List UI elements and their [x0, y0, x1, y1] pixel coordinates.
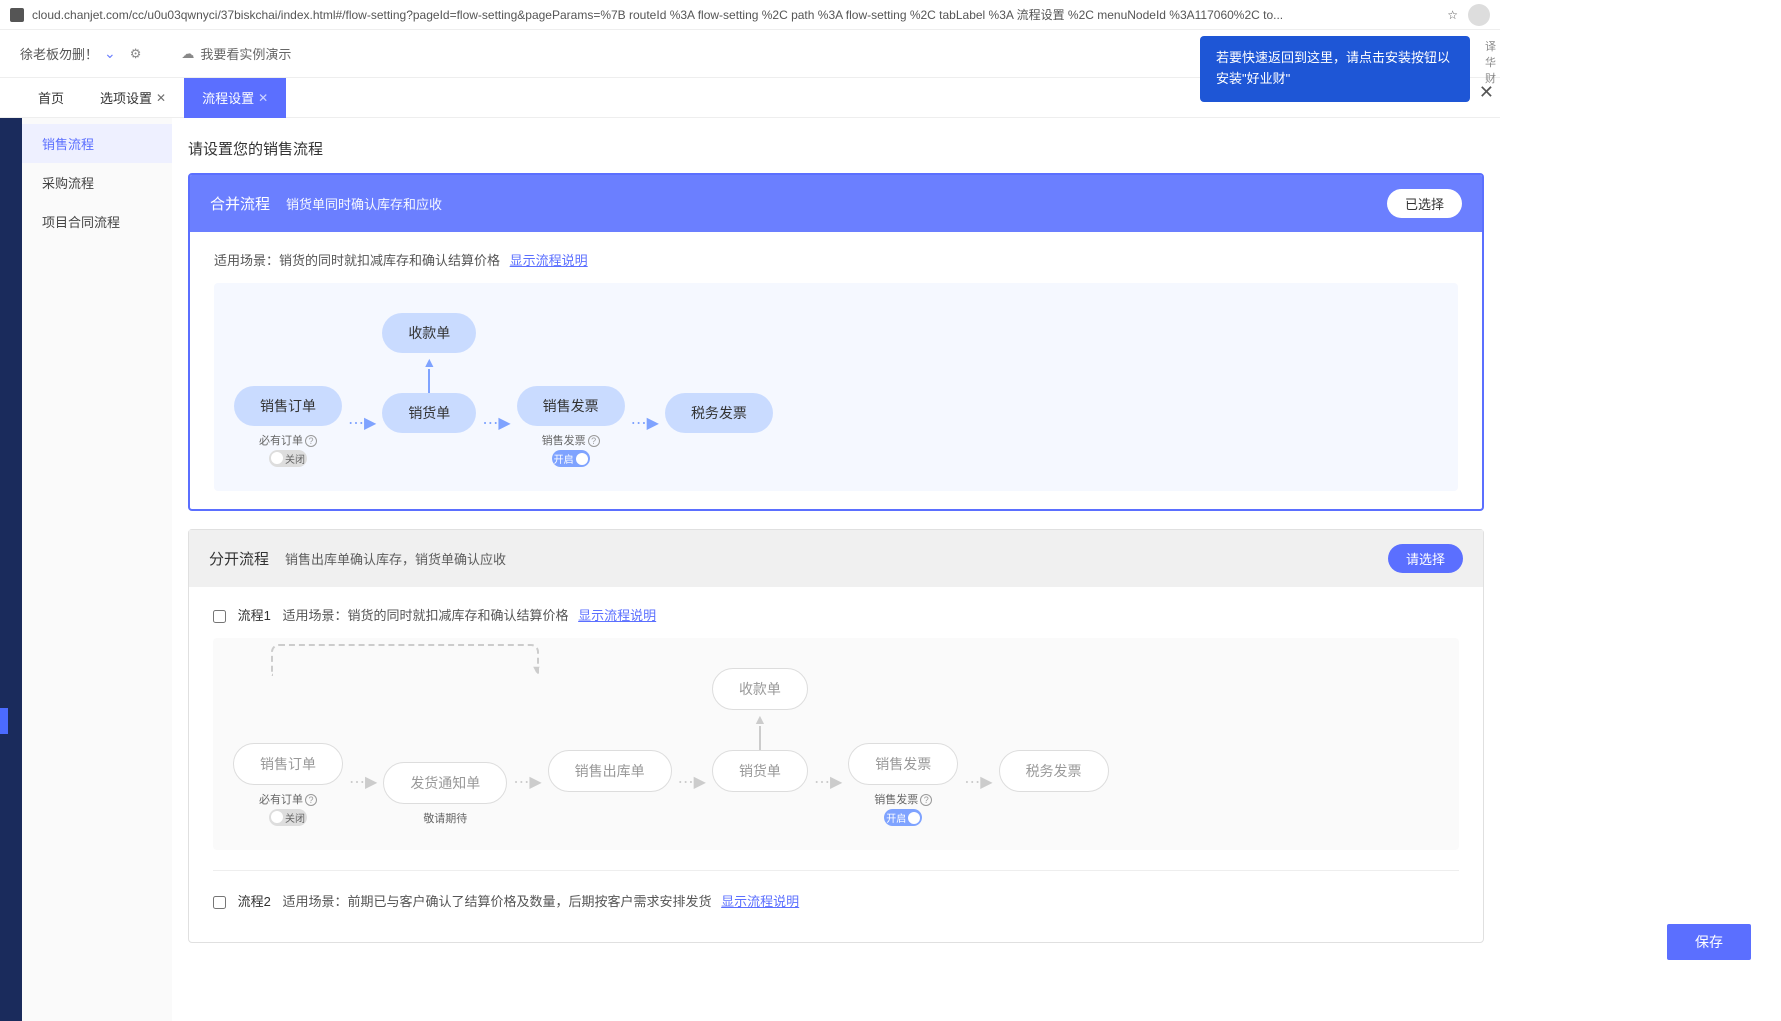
node-receipt: 收款单 [382, 313, 476, 353]
nav-indicator [0, 708, 8, 734]
page-title: 请设置您的销售流程 [188, 138, 1484, 159]
dashed-skip-path [271, 644, 539, 676]
tooltip-text: 若要快速返回到这里，请点击安装按钮以安装"好业财" [1216, 50, 1450, 86]
flow1-checkbox[interactable] [213, 610, 226, 623]
scenario-body: 前期已与客户确认了结算价格及数量，后期按客户需求安排发货 [348, 894, 712, 909]
node-outbound: 销售出库单 [548, 750, 672, 792]
sidebar: 销售流程 采购流程 项目合同流程 [22, 118, 172, 1021]
sidebar-item-sales[interactable]: 销售流程 [22, 124, 172, 163]
card-subtitle: 销货单同时确认库存和应收 [286, 194, 442, 213]
truncated-text: 译华财 [1485, 38, 1496, 86]
arrow-up-icon: ▲ [422, 355, 436, 393]
card-header: 分开流程 销售出库单确认库存，销货单确认应收 请选择 [189, 530, 1483, 587]
show-flow-desc-link[interactable]: 显示流程说明 [721, 894, 799, 909]
flow1-diagram: ▼ 销售订单必有订单?关闭 ⋯▶ 发货通知单敬请期待 ⋯▶ 销售出库单 ⋯▶ 收… [213, 638, 1459, 850]
scenario-text: 适用场景：销货的同时就扣减库存和确认结算价格 显示流程说明 [214, 250, 1458, 269]
main-content: 请设置您的销售流程 合并流程 销货单同时确认库存和应收 已选择 适用场景：销货的… [172, 118, 1500, 1021]
flow-diagram: 销售订单 必有订单?关闭 ⋯▶ 收款单 ▲ 销货单 ⋯▶ [214, 283, 1458, 491]
close-icon[interactable]: ✕ [258, 91, 268, 105]
node-footnote: 敬请期待 [423, 810, 467, 826]
install-tooltip: 若要快速返回到这里，请点击安装按钮以安装"好业财" [1200, 36, 1470, 102]
selected-button[interactable]: 已选择 [1387, 189, 1462, 218]
cloud-icon: ☁ [181, 46, 194, 62]
profile-avatar-icon[interactable] [1468, 4, 1490, 26]
card-header: 合并流程 销货单同时确认库存和应收 已选择 [190, 175, 1482, 232]
nav-rail [0, 118, 22, 1021]
node-footnote: 必有订单?关闭 [259, 791, 317, 827]
flow2-scenario: 流程2 适用场景：前期已与客户确认了结算价格及数量，后期按客户需求安排发货 显示… [213, 891, 1459, 910]
arrow-icon: ⋯▶ [343, 772, 383, 792]
org-dropdown[interactable]: 徐老板勿删！ ⌄ [20, 44, 116, 63]
arrow-icon: ⋯▶ [808, 772, 848, 792]
browser-url-bar: cloud.chanjet.com/cc/u0u03qwnyci/37biskc… [0, 0, 1500, 30]
arrow-icon: ⋯▶ [672, 772, 712, 792]
sidebar-item-label: 项目合同流程 [42, 215, 120, 230]
chevron-down-icon: ⌄ [104, 45, 116, 62]
show-flow-desc-link[interactable]: 显示流程说明 [578, 608, 656, 623]
tab-label: 选项设置 [100, 88, 152, 107]
sidebar-item-purchase[interactable]: 采购流程 [22, 163, 172, 202]
close-icon[interactable]: ✕ [156, 91, 166, 105]
tab-label: 流程设置 [202, 88, 254, 107]
scenario-prefix: 适用场景： [282, 608, 347, 623]
node-sales-invoice: 销售发票 [848, 743, 958, 785]
node-sales-slip: 销货单 [712, 750, 808, 792]
tab-label: 首页 [38, 88, 64, 107]
scenario-body: 销货的同时就扣减库存和确认结算价格 [279, 253, 500, 268]
node-receipt: 收款单 [712, 668, 808, 710]
tab-option-settings[interactable]: 选项设置 ✕ [82, 78, 184, 118]
node-sales-slip: 销货单 [382, 393, 476, 433]
scenario-prefix: 适用场景： [282, 894, 347, 909]
save-button[interactable]: 保存 [1667, 924, 1751, 960]
card-title: 合并流程 [210, 193, 270, 214]
demo-text: 我要看实例演示 [200, 44, 291, 63]
node-sales-order: 销售订单 [233, 743, 343, 785]
tab-home[interactable]: 首页 [20, 78, 82, 118]
arrow-icon: ⋯▶ [625, 413, 665, 433]
arrow-icon: ⋯▶ [342, 413, 382, 433]
card-subtitle: 销售出库单确认库存，销货单确认应收 [285, 549, 506, 568]
node-footnote: 销售发票?开启 [874, 791, 932, 826]
sidebar-item-label: 销售流程 [42, 137, 94, 152]
arrow-icon: ⋯▶ [507, 772, 547, 792]
node-sales-invoice: 销售发票 [517, 386, 625, 426]
close-icon[interactable]: ✕ [1479, 82, 1494, 103]
arrow-icon: ⋯▶ [958, 772, 998, 792]
arrow-icon: ⋯▶ [476, 413, 516, 433]
flow2-label: 流程2 [238, 894, 271, 909]
arrow-down-icon: ▼ [531, 664, 542, 676]
node-footnote: 必有订单?关闭 [259, 432, 317, 468]
arrow-up-icon: ▲ [753, 712, 767, 750]
show-flow-desc-link[interactable]: 显示流程说明 [510, 253, 588, 268]
split-flow-card: 分开流程 销售出库单确认库存，销货单确认应收 请选择 流程1 适用场景：销货的同… [188, 529, 1484, 943]
divider [213, 870, 1459, 871]
gear-icon[interactable]: ⚙ [130, 46, 142, 62]
select-button[interactable]: 请选择 [1388, 544, 1463, 573]
node-delivery-notice: 发货通知单 [383, 762, 507, 804]
node-footnote: 销售发票?开启 [542, 432, 600, 467]
lock-icon [10, 8, 24, 22]
card-title: 分开流程 [209, 548, 269, 569]
demo-link[interactable]: ☁ 我要看实例演示 [181, 44, 291, 63]
tab-flow-settings[interactable]: 流程设置 ✕ [184, 78, 286, 118]
toggle-off[interactable]: 关闭 [269, 450, 307, 467]
flow1-label: 流程1 [238, 608, 271, 623]
bookmark-star-icon[interactable]: ☆ [1447, 8, 1458, 22]
flow2-checkbox[interactable] [213, 896, 226, 909]
node-sales-order: 销售订单 [234, 386, 342, 426]
toggle-off[interactable]: 关闭 [269, 809, 307, 826]
toggle-on[interactable]: 开启 [884, 809, 922, 826]
url-text: cloud.chanjet.com/cc/u0u03qwnyci/37biskc… [32, 6, 1439, 23]
sidebar-item-contract[interactable]: 项目合同流程 [22, 202, 172, 241]
scenario-prefix: 适用场景： [214, 253, 279, 268]
node-tax-invoice: 税务发票 [999, 750, 1109, 792]
sidebar-item-label: 采购流程 [42, 176, 94, 191]
node-tax-invoice: 税务发票 [665, 393, 773, 433]
app-header: 徐老板勿删！ ⌄ ⚙ ☁ 我要看实例演示 译华财 若要快速返回到这里，请点击安装… [0, 30, 1500, 78]
org-name: 徐老板勿删！ [20, 44, 98, 63]
toggle-on[interactable]: 开启 [552, 450, 590, 467]
merged-flow-card: 合并流程 销货单同时确认库存和应收 已选择 适用场景：销货的同时就扣减库存和确认… [188, 173, 1484, 511]
scenario-body: 销货的同时就扣减库存和确认结算价格 [348, 608, 569, 623]
flow1-scenario: 流程1 适用场景：销货的同时就扣减库存和确认结算价格 显示流程说明 [213, 605, 1459, 624]
